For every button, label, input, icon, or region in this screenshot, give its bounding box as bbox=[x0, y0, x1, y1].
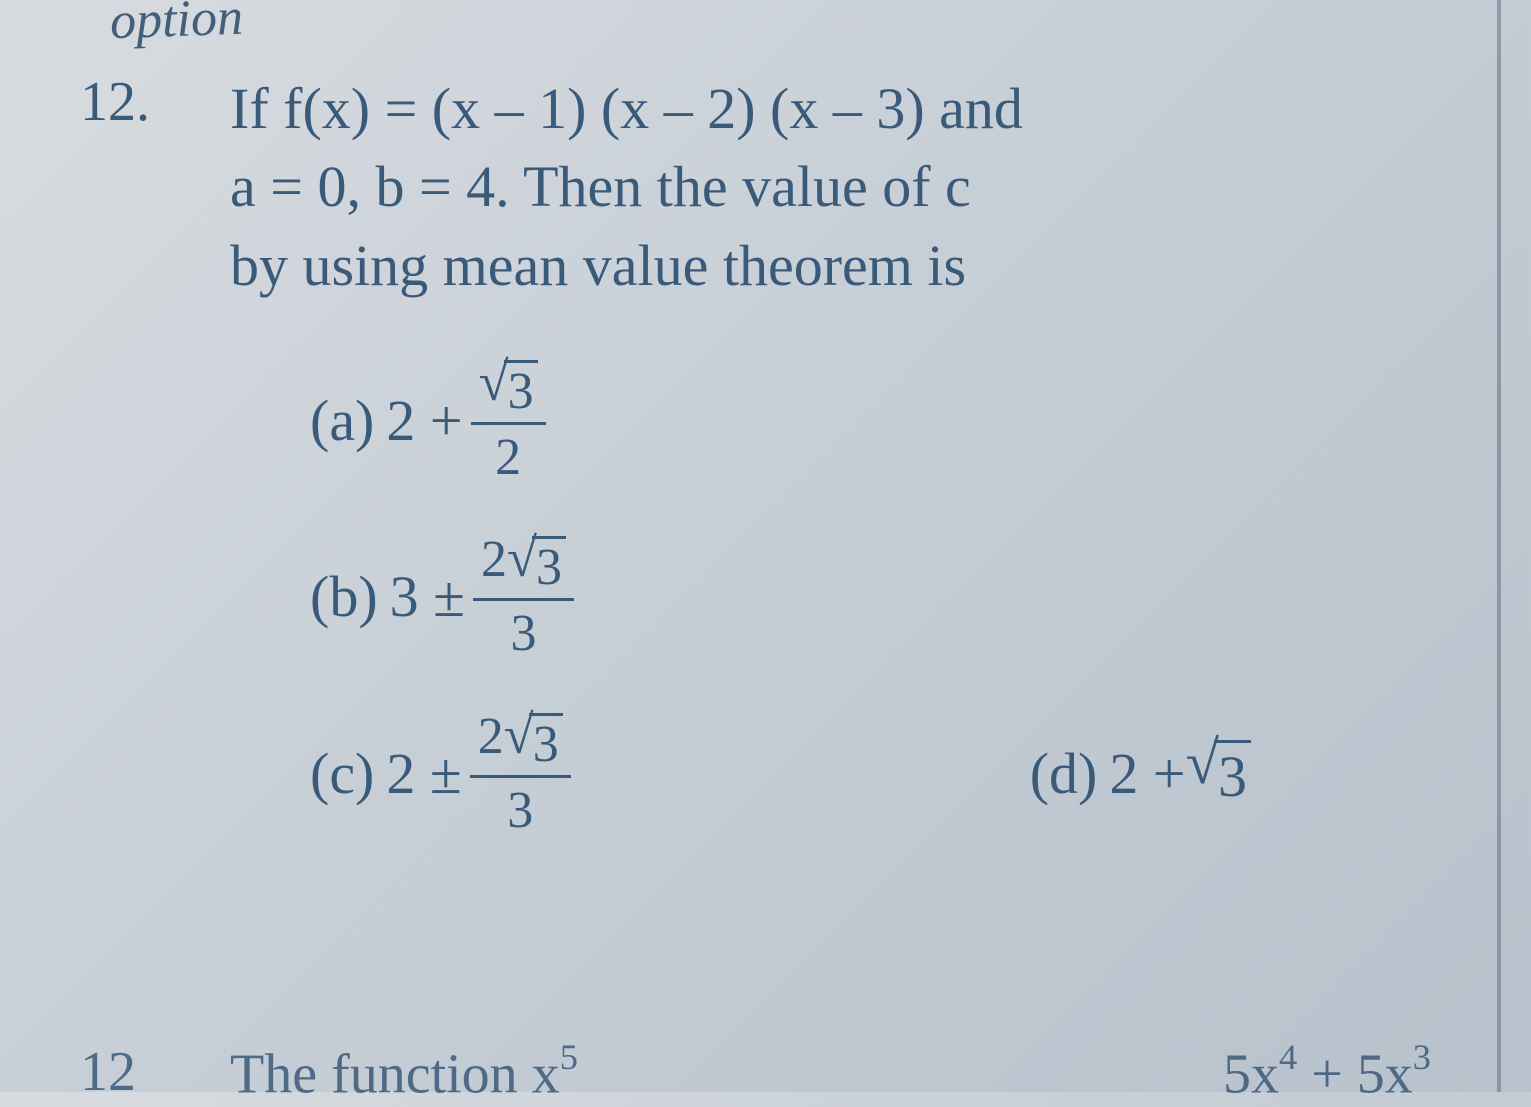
sqrt-icon: √ 3 bbox=[479, 357, 538, 420]
question-text: If f(x) = (x – 1) (x – 2) (x – 3) and a … bbox=[230, 70, 1471, 305]
option-b-denominator: 3 bbox=[510, 601, 536, 662]
options-block: (a) 2 + √ 3 2 (b) 3 ± bbox=[310, 355, 1471, 839]
option-a: (a) 2 + √ 3 2 bbox=[310, 355, 554, 486]
option-c-coeff: 2 bbox=[478, 708, 504, 765]
option-b-base: 3 ± bbox=[390, 563, 465, 630]
option-a-fraction: √ 3 2 bbox=[471, 355, 546, 486]
option-c-label: (c) bbox=[310, 740, 374, 807]
sqrt-icon: √ 3 bbox=[1186, 737, 1251, 810]
sqrt-icon: √3 bbox=[507, 533, 566, 596]
option-b-coeff: 2 bbox=[481, 531, 507, 588]
option-b-fraction: 2√3 3 bbox=[473, 531, 574, 662]
partial-fragment-2: 5x4 + 5x3 bbox=[1223, 1040, 1431, 1107]
partial-fragment-1: The function x5 bbox=[230, 1040, 578, 1107]
question-line-1: If f(x) = (x – 1) (x – 2) (x – 3) and bbox=[230, 70, 1471, 148]
partial-next-question: 12 The function x5 5x4 + 5x3 bbox=[80, 1040, 1471, 1107]
option-a-base: 2 + bbox=[386, 387, 462, 454]
option-a-denominator: 2 bbox=[495, 425, 521, 486]
option-cd-row: (c) 2 ± 2√3 3 (d) 2 + √ 3 bbox=[310, 708, 1471, 839]
partial-question-text: The function x5 5x4 + 5x3 bbox=[230, 1040, 1471, 1107]
question-line-2: a = 0, b = 4. Then the value of c bbox=[230, 148, 1471, 226]
question-block: 12. If f(x) = (x – 1) (x – 2) (x – 3) an… bbox=[80, 70, 1471, 305]
option-b-radicand: 3 bbox=[532, 536, 566, 596]
option-c: (c) 2 ± 2√3 3 bbox=[310, 708, 579, 839]
page-border-right bbox=[1497, 0, 1501, 1092]
option-c-numerator: 2√3 bbox=[470, 708, 571, 778]
partial-question-number: 12 bbox=[80, 1040, 230, 1107]
question-line-3: by using mean value theorem is bbox=[230, 227, 1471, 305]
option-c-base: 2 ± bbox=[386, 740, 461, 807]
option-b: (b) 3 ± 2√3 3 bbox=[310, 531, 582, 662]
option-a-label: (a) bbox=[310, 387, 374, 454]
option-c-denominator: 3 bbox=[507, 778, 533, 839]
option-b-row: (b) 3 ± 2√3 3 bbox=[310, 531, 1471, 662]
option-d: (d) 2 + √ 3 bbox=[1030, 737, 1251, 810]
option-d-label: (d) bbox=[1030, 740, 1098, 807]
sqrt-icon: √3 bbox=[504, 710, 563, 773]
option-d-radicand: 3 bbox=[1214, 740, 1251, 810]
handwritten-annotation: option bbox=[109, 0, 244, 51]
question-number: 12. bbox=[80, 70, 180, 305]
option-a-row: (a) 2 + √ 3 2 bbox=[310, 355, 1471, 486]
option-a-numerator: √ 3 bbox=[471, 355, 546, 425]
option-a-radicand: 3 bbox=[504, 360, 538, 420]
option-b-numerator: 2√3 bbox=[473, 531, 574, 601]
option-c-fraction: 2√3 3 bbox=[470, 708, 571, 839]
option-d-base: 2 + bbox=[1109, 740, 1185, 807]
option-c-radicand: 3 bbox=[529, 713, 563, 773]
page-content: option 12. If f(x) = (x – 1) (x – 2) (x … bbox=[0, 0, 1531, 904]
option-b-label: (b) bbox=[310, 563, 378, 630]
